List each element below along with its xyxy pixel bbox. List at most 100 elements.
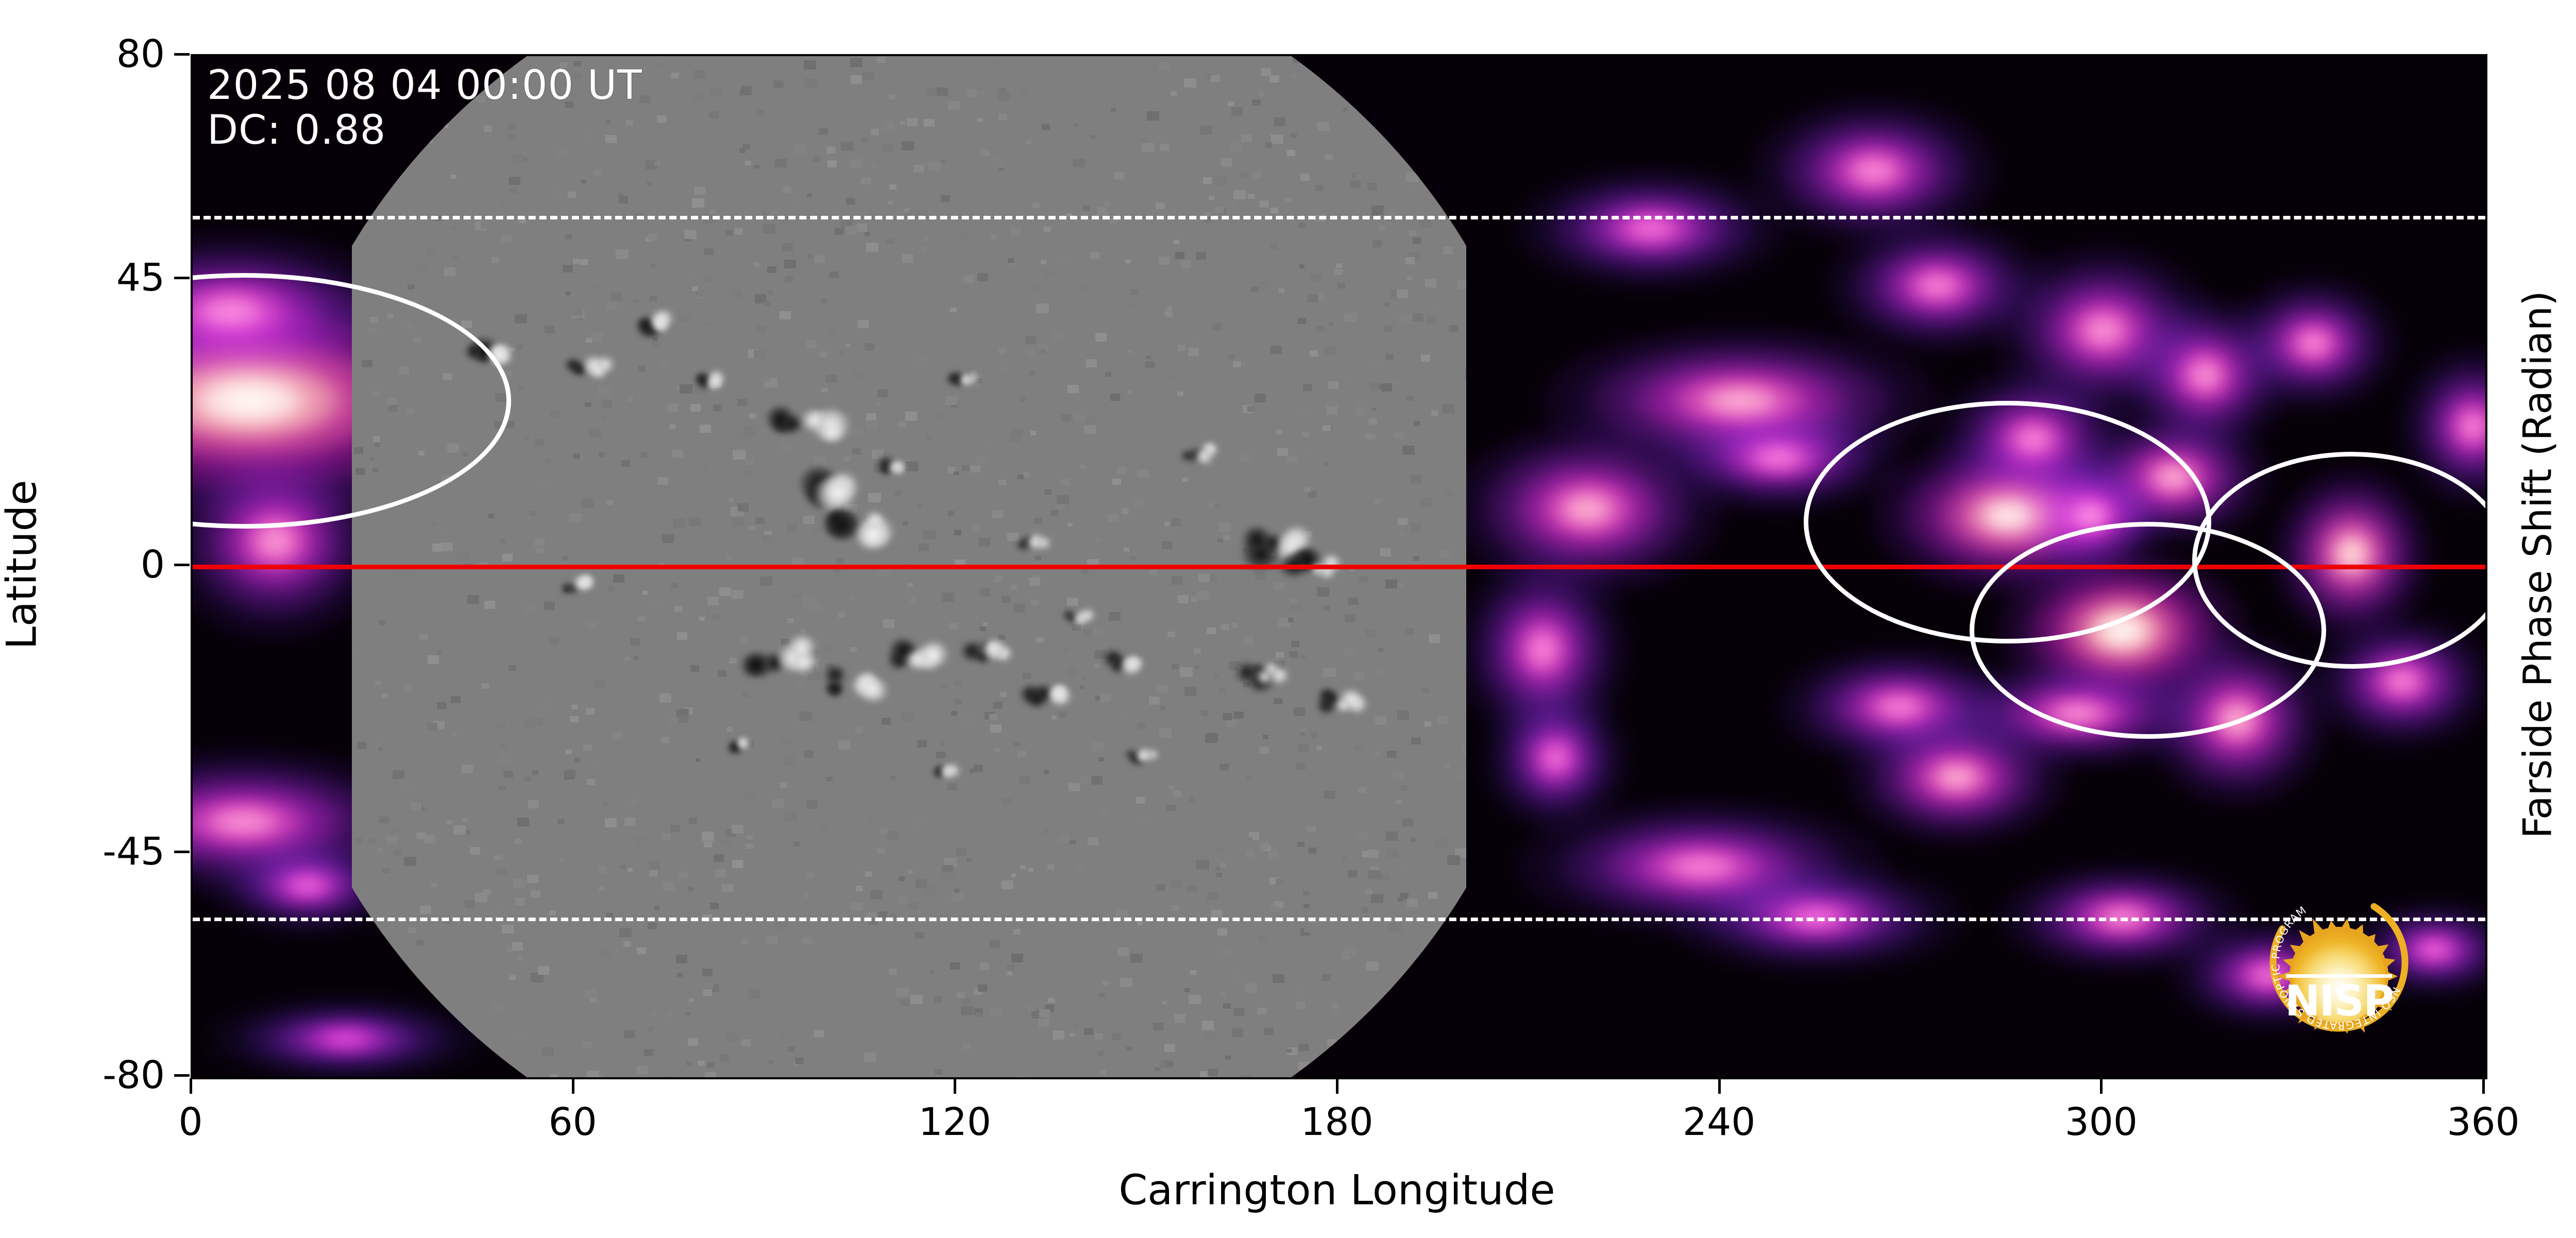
magnetogram-pixel bbox=[1290, 74, 1297, 79]
magnetogram-pixel bbox=[673, 518, 686, 528]
magnetogram-pixel bbox=[957, 992, 965, 998]
magnetogram-pixel bbox=[1386, 354, 1394, 360]
magnetogram-pixel bbox=[756, 110, 764, 115]
magnetogram-pixel bbox=[437, 651, 442, 654]
magnetogram-pixel bbox=[1022, 595, 1027, 599]
magnetogram-pixel bbox=[461, 224, 469, 230]
magnetogram-pixel bbox=[1163, 527, 1173, 534]
magnetogram-pixel bbox=[715, 869, 726, 877]
magnetogram-pixel bbox=[1111, 108, 1116, 112]
farside-feature bbox=[1849, 156, 1900, 186]
magnetogram-pixel bbox=[1127, 391, 1132, 394]
magnetogram-pixel bbox=[950, 623, 958, 630]
magnetogram-pixel bbox=[1358, 721, 1364, 725]
magnetogram-pixel bbox=[851, 159, 862, 168]
magnetogram-pixel bbox=[1020, 90, 1029, 97]
magnetogram-pixel bbox=[1098, 757, 1104, 761]
magnetogram-pixel bbox=[919, 618, 931, 626]
magnetogram-pixel bbox=[713, 404, 722, 411]
magnetogram-pixel bbox=[754, 165, 759, 168]
magnetogram-pixel bbox=[877, 847, 885, 854]
magnetogram-pixel bbox=[1029, 578, 1040, 586]
magnetogram-pixel bbox=[1138, 469, 1149, 478]
magnetogram-pixel bbox=[509, 665, 516, 671]
magnetogram-pixel bbox=[1435, 305, 1440, 309]
magnetogram-pixel bbox=[902, 521, 908, 525]
magnetogram-pixel bbox=[500, 539, 506, 544]
magnetogram-pixel bbox=[1295, 106, 1305, 113]
magnetogram-pixel bbox=[990, 724, 1002, 733]
magnetogram-pixel bbox=[598, 387, 611, 396]
magnetogram-pixel bbox=[1291, 641, 1299, 647]
magnetogram-pixel bbox=[1100, 693, 1111, 702]
magnetogram-pixel bbox=[821, 299, 827, 303]
magnetogram-pixel bbox=[1368, 418, 1377, 425]
magnetogram-pixel bbox=[1112, 1033, 1121, 1040]
magnetogram-pixel bbox=[686, 271, 698, 280]
magnetogram-pixel bbox=[792, 722, 799, 727]
magnetogram-pixel bbox=[568, 192, 576, 198]
magnetogram-pixel bbox=[904, 208, 909, 212]
magnetogram-pixel bbox=[493, 1003, 503, 1011]
magnetogram-pixel bbox=[1189, 852, 1197, 858]
magnetogram-pixel bbox=[935, 1069, 942, 1075]
magnetogram-pixel bbox=[506, 947, 512, 952]
magnetogram-pixel bbox=[1274, 698, 1282, 704]
magnetogram-pixel bbox=[742, 618, 748, 622]
magnetogram-pixel bbox=[623, 941, 631, 947]
magnetogram-pixel bbox=[701, 648, 708, 653]
magnetogram-pixel bbox=[1293, 989, 1302, 996]
magnetogram-pixel bbox=[581, 180, 586, 183]
magnetogram-pixel bbox=[1214, 674, 1219, 679]
magnetogram-positive-pole bbox=[986, 642, 1000, 653]
magnetogram-pixel bbox=[1062, 647, 1069, 651]
magnetogram-pixel bbox=[786, 523, 797, 532]
magnetogram-pixel bbox=[1328, 381, 1338, 389]
x-axis-tick-mark bbox=[1718, 1078, 1721, 1094]
magnetogram-pixel bbox=[1264, 1028, 1274, 1035]
magnetogram-pixel bbox=[644, 1049, 653, 1056]
magnetogram-pixel bbox=[976, 859, 985, 866]
magnetogram-pixel bbox=[427, 723, 437, 731]
magnetogram-pixel bbox=[866, 243, 878, 252]
magnetogram-pixel bbox=[607, 500, 613, 505]
magnetogram-pixel bbox=[624, 818, 635, 826]
magnetogram-pixel bbox=[649, 861, 660, 870]
magnetogram-pixel bbox=[569, 513, 582, 522]
magnetogram-pixel bbox=[1214, 176, 1227, 185]
magnetogram-pixel bbox=[377, 848, 382, 852]
magnetogram-pixel bbox=[515, 1035, 524, 1043]
magnetogram-pixel bbox=[1397, 583, 1403, 587]
x-axis-tick-mark bbox=[954, 1078, 956, 1094]
magnetogram-pixel bbox=[1287, 150, 1295, 156]
magnetogram-positive-pole bbox=[1138, 751, 1148, 759]
magnetogram-pixel bbox=[935, 413, 942, 418]
magnetogram-pixel bbox=[1160, 706, 1165, 710]
magnetogram-pixel bbox=[643, 273, 653, 279]
magnetogram-pixel bbox=[581, 499, 594, 508]
magnetogram-pixel bbox=[1324, 462, 1329, 465]
magnetogram-negative-pole bbox=[1181, 451, 1193, 461]
magnetogram-pixel bbox=[1193, 334, 1200, 340]
magnetogram-pixel bbox=[1178, 345, 1186, 351]
magnetogram-pixel bbox=[1425, 721, 1431, 726]
magnetogram-pixel bbox=[1203, 177, 1212, 184]
magnetogram-pixel bbox=[757, 326, 767, 333]
magnetogram-pixel bbox=[1189, 462, 1201, 471]
magnetogram-pixel bbox=[692, 198, 704, 208]
magnetogram-pixel bbox=[676, 955, 687, 963]
magnetogram-pixel bbox=[404, 857, 416, 866]
magnetogram-pixel bbox=[437, 702, 447, 709]
magnetogram-pixel bbox=[977, 118, 982, 122]
magnetogram-pixel bbox=[513, 879, 526, 888]
magnetogram-pixel bbox=[684, 230, 697, 239]
magnetogram-pixel bbox=[1274, 117, 1285, 126]
magnetogram-pixel bbox=[641, 452, 648, 457]
magnetogram-pixel bbox=[1133, 272, 1139, 275]
magnetogram-pixel bbox=[416, 940, 423, 945]
farside-feature bbox=[1525, 629, 1561, 670]
magnetogram-pixel bbox=[657, 1033, 668, 1041]
magnetogram-pixel bbox=[1259, 747, 1269, 754]
y-axis-tick-label: -80 bbox=[10, 1053, 165, 1097]
magnetogram-pixel bbox=[888, 94, 895, 99]
